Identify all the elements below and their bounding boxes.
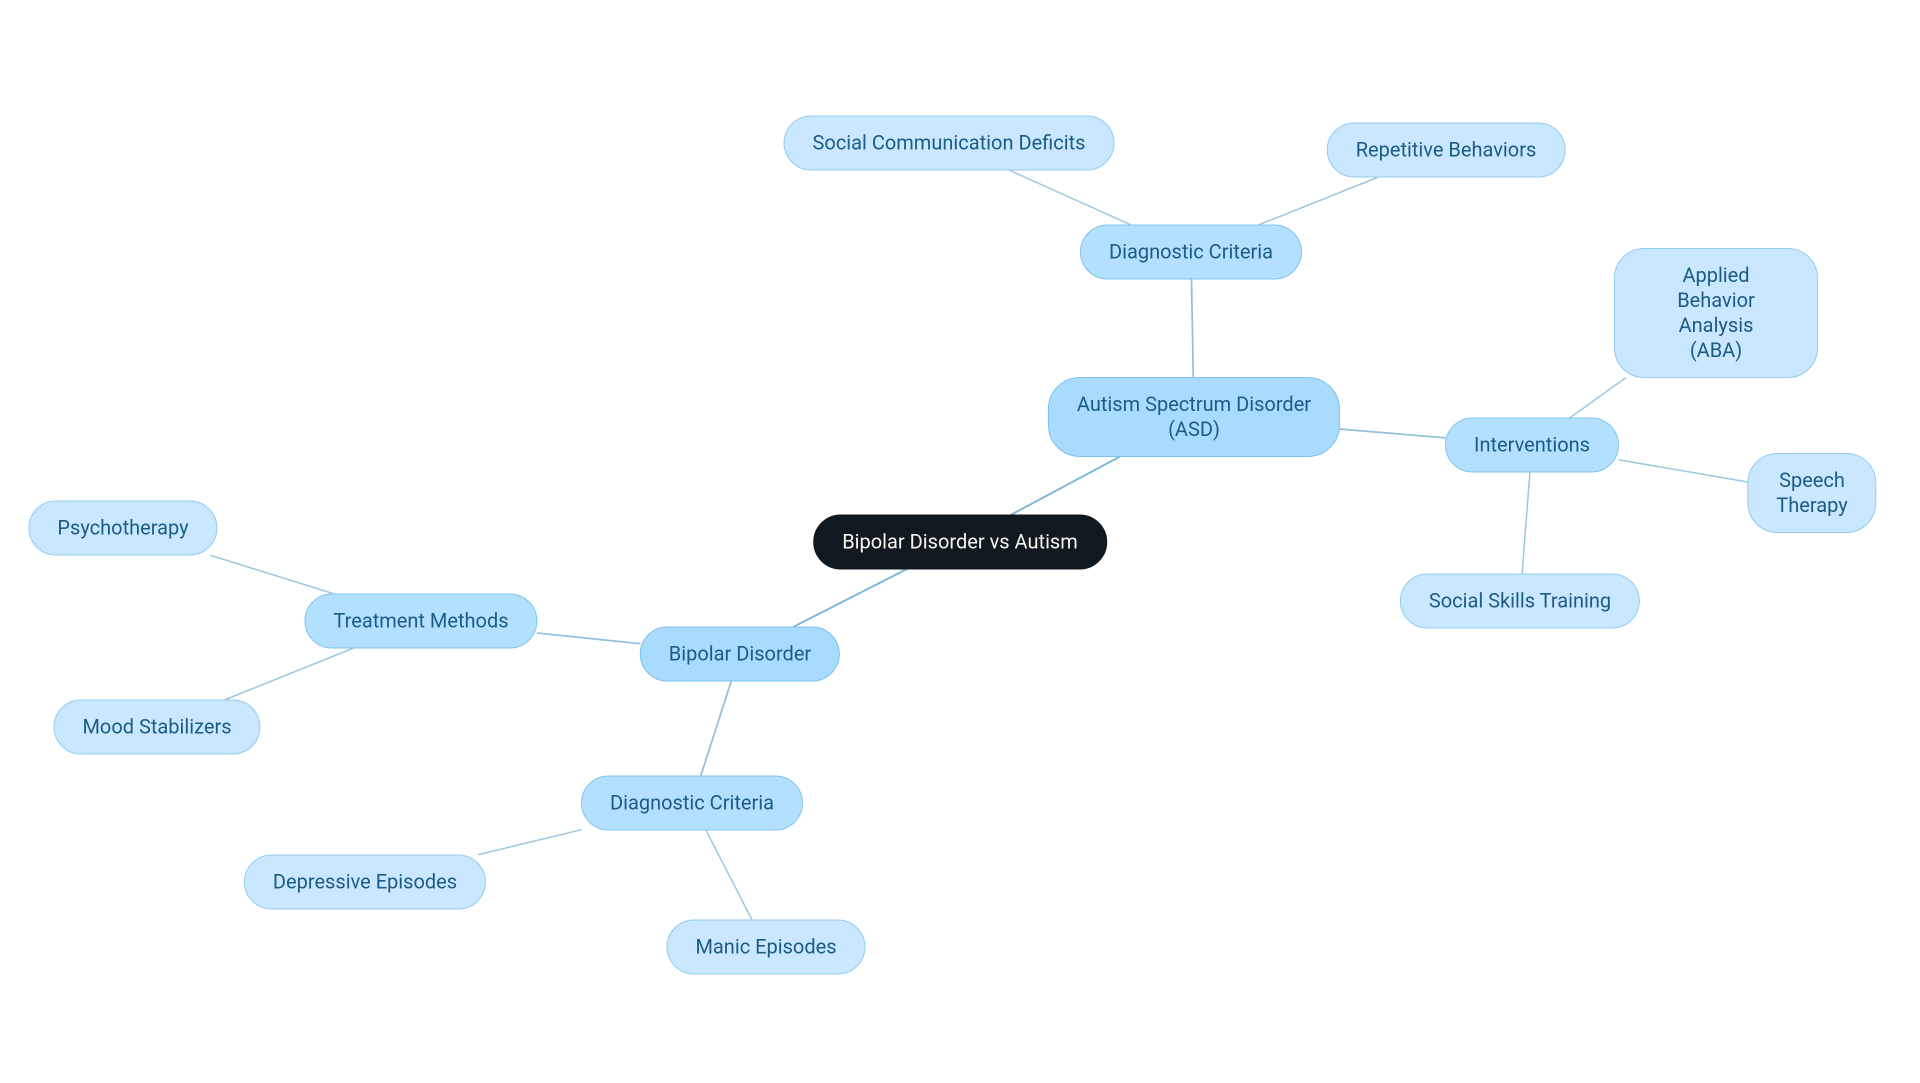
node-asd_dc: Diagnostic Criteria	[1080, 225, 1302, 280]
node-asd_int: Interventions	[1445, 418, 1619, 473]
edge-bipolar-bp_tm	[538, 633, 640, 644]
node-rb: Repetitive Behaviors	[1327, 123, 1566, 178]
node-manic: Manic Episodes	[666, 920, 865, 975]
node-asd: Autism Spectrum Disorder (ASD)	[1048, 377, 1340, 457]
edge-asd-asd_dc	[1192, 280, 1194, 378]
edge-root-asd	[1011, 457, 1119, 515]
edge-asd-asd_int	[1340, 429, 1445, 438]
edge-asd_dc-scd	[1010, 171, 1130, 225]
node-psych: Psychotherapy	[28, 501, 217, 556]
node-dep: Depressive Episodes	[244, 855, 486, 910]
node-bp_dc: Diagnostic Criteria	[581, 776, 803, 831]
edge-asd_int-speech	[1619, 460, 1747, 482]
diagram-canvas: Bipolar Disorder vs Autism Autism Spectru…	[0, 0, 1920, 1083]
edge-bipolar-bp_dc	[701, 682, 731, 776]
edge-bp_tm-mood	[225, 649, 352, 700]
edge-asd_dc-rb	[1260, 178, 1378, 225]
edge-root-bipolar	[794, 570, 906, 627]
edge-asd_int-sst	[1522, 473, 1530, 574]
node-scd: Social Communication Deficits	[784, 116, 1115, 171]
node-mood: Mood Stabilizers	[53, 700, 260, 755]
edge-asd_int-aba	[1570, 378, 1625, 418]
node-speech: Speech Therapy	[1747, 453, 1876, 533]
node-root: Bipolar Disorder vs Autism	[813, 515, 1107, 570]
node-sst: Social Skills Training	[1400, 574, 1640, 629]
edge-bp_dc-dep	[479, 830, 581, 855]
node-bipolar: Bipolar Disorder	[640, 627, 840, 682]
node-bp_tm: Treatment Methods	[304, 594, 537, 649]
node-aba: Applied Behavior Analysis (ABA)	[1614, 248, 1818, 378]
edge-bp_dc-manic	[706, 831, 752, 920]
edge-bp_tm-psych	[211, 556, 333, 594]
